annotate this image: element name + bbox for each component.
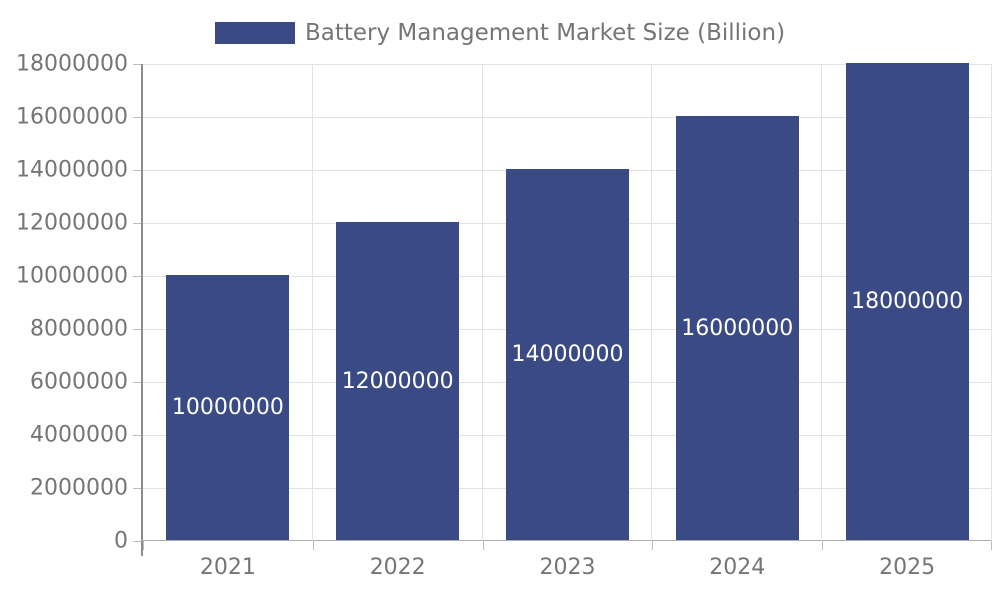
chart-legend[interactable]: Battery Management Market Size (Billion) [0,20,1000,46]
bar[interactable]: 18000000 [845,63,969,540]
y-axis-line [141,64,143,556]
x-axis-line [141,540,992,541]
y-tick-label: 0 [114,528,128,554]
y-tick-label: 4000000 [30,422,128,448]
x-axis-tick [482,541,484,550]
gridline-vertical [651,64,653,541]
y-tick-label: 18000000 [16,51,128,77]
y-tick-label: 10000000 [16,263,128,289]
y-axis-tick [133,435,141,436]
gridline-vertical [481,64,483,541]
bar[interactable]: 12000000 [336,222,460,540]
y-axis-tick [133,64,141,65]
y-axis-tick [133,170,141,171]
bar[interactable]: 16000000 [675,116,799,540]
y-axis-tick [133,276,141,277]
gridline-horizontal [143,117,992,118]
gridline-vertical [991,64,992,541]
gridline-horizontal [143,64,992,65]
plot-area: 10000000 12000000 14000000 16000000 18000000 [133,63,992,556]
y-tick-label: 2000000 [30,475,128,501]
y-tick-label: 8000000 [30,316,128,342]
y-axis-tick [133,223,141,224]
y-axis-tick [133,329,141,330]
bar-value-label: 12000000 [341,368,454,394]
x-axis-tick [312,541,314,550]
y-axis-tick [133,117,141,118]
bar[interactable]: 14000000 [506,169,629,540]
x-tick-label: 2024 [709,555,766,580]
bar-value-label: 10000000 [171,395,284,420]
legend-label: Battery Management Market Size (Billion) [304,20,786,46]
x-tick-label: 2022 [369,555,426,580]
y-axis-tick [133,382,141,383]
x-tick-label: 2023 [539,555,596,580]
gridline-vertical [821,64,823,541]
y-axis-tick [133,488,141,489]
bar-value-label: 16000000 [681,315,794,341]
gridline-vertical [311,64,313,541]
y-tick-label: 6000000 [30,369,128,395]
bar-value-label: 14000000 [511,342,624,367]
y-tick-label: 14000000 [16,157,128,183]
x-axis-tick [143,541,144,550]
x-tick-label: 2021 [199,555,256,580]
x-axis-tick [822,541,824,550]
y-tick-label: 12000000 [16,210,128,236]
y-axis-tick [133,541,141,542]
bar[interactable]: 10000000 [166,275,290,540]
bar-value-label: 18000000 [851,289,964,314]
x-tick-label: 2025 [879,555,936,580]
x-axis-tick [991,541,992,550]
y-tick-label: 16000000 [16,104,128,130]
x-axis-tick [652,541,654,550]
legend-swatch [214,22,295,44]
